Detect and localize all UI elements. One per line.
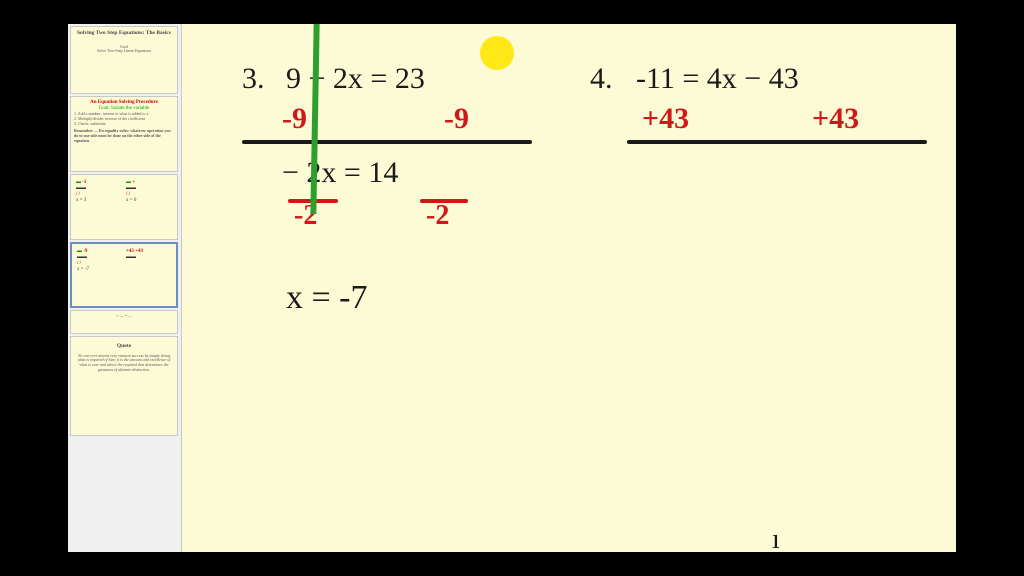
whiteboard-canvas: 3. 9 − 2x = 23 -9 -9 − 2x = 14 -2 -2 x =…: [182, 24, 956, 552]
p4-step-right: +43: [812, 102, 859, 136]
thumb-slide-1[interactable]: Solving Two Step Equations: The Basics G…: [70, 26, 178, 94]
slide-thumbnails: Solving Two Step Equations: The Basics G…: [68, 24, 182, 552]
thumb-slide-2[interactable]: An Equation Solving Procedure Goal: Isol…: [70, 96, 178, 172]
p3-step-right: -9: [444, 102, 469, 136]
app-frame: Solving Two Step Equations: The Basics G…: [68, 24, 956, 552]
thumb-slide-6[interactable]: Quote No one ever attains very eminent s…: [70, 336, 178, 436]
p3-step-left: -9: [282, 102, 307, 136]
thumb-slide-3[interactable]: ▬ -1 ▬▬ / / x = 3 ▬ + ▬▬ / / x = 6: [70, 174, 178, 240]
thumb-slide-5[interactable]: + — = —: [70, 310, 178, 334]
problem-4-eq: -11 = 4x − 43: [636, 62, 799, 96]
p3-answer: x = -7: [286, 279, 368, 317]
problem-4-num: 4.: [590, 62, 613, 96]
problem-3-eq: 9 − 2x = 23: [286, 62, 425, 96]
p4-line: [627, 140, 927, 144]
thumb-title: Solving Two Step Equations: The Basics: [74, 30, 174, 37]
problem-3-num: 3.: [242, 62, 265, 96]
thumb-slide-4[interactable]: ▬ -9 ▬▬ / / x = -7 +43 +43 ▬▬: [70, 242, 178, 308]
cursor-highlight: [480, 36, 514, 70]
p3-div-right: -2: [426, 200, 449, 232]
p3-line: [242, 140, 532, 144]
p4-step-left: +43: [642, 102, 689, 136]
p3-result: − 2x = 14: [282, 156, 398, 190]
stray-mark: ı: [772, 524, 780, 552]
